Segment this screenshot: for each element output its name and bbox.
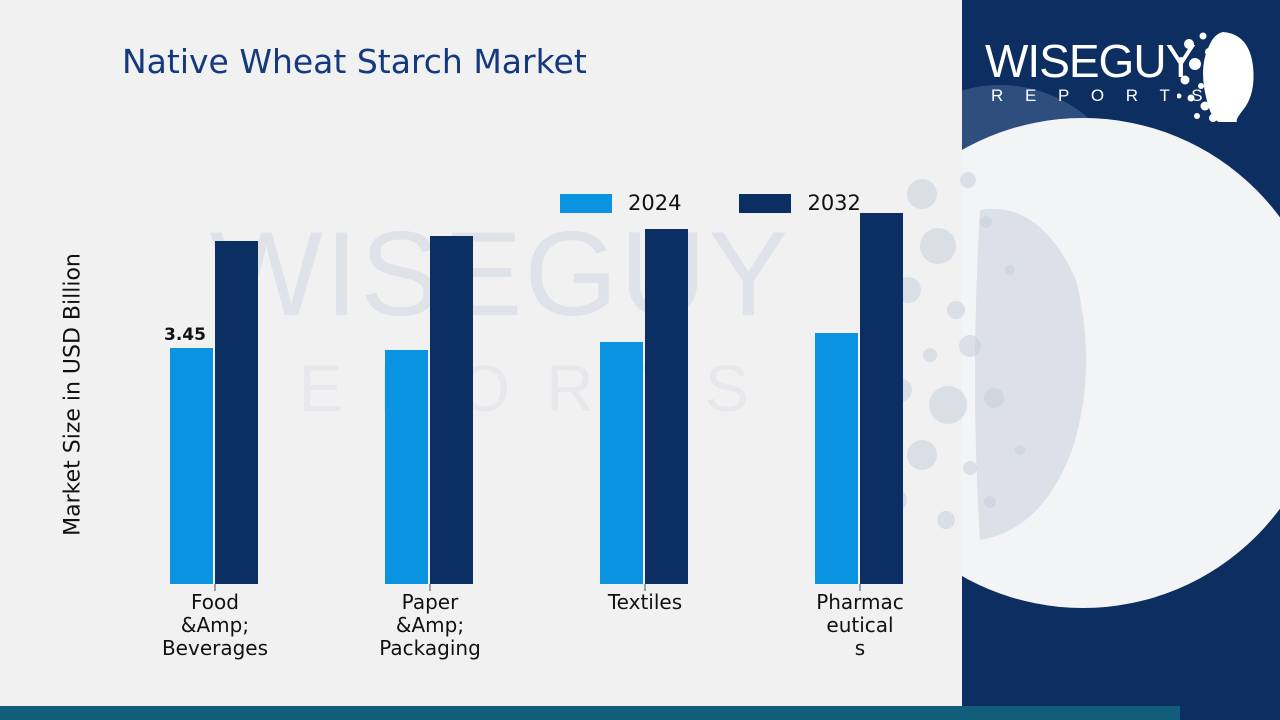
bar-2032-1 [430,235,473,584]
legend-label-2024: 2024 [628,191,682,215]
category-label-line: Textiles [607,590,683,614]
x-axis-baseline [112,584,942,585]
footer-accent-bar [0,706,1180,720]
background-mask [0,0,962,720]
bar-2032-3 [860,212,903,584]
bar-2024-3 [815,333,858,584]
legend-item-2024: 2024 [560,193,681,214]
footer-panel-bar [1180,706,1280,720]
x-axis-category-label: Food &Amp; Beverages [150,591,280,660]
category-label-line: eutical [826,613,894,637]
category-label-line: s [854,636,866,660]
x-axis-tick [644,584,646,591]
legend-swatch-2024 [560,194,612,213]
legend-swatch-2032 [739,194,792,213]
logo-primary-text: WISEGUY [985,35,1196,87]
brand-logo: WISEGUY R E P O R T S [985,32,1255,122]
bar-value-label: 3.45 [164,324,206,345]
bar-2024-0 [170,347,213,584]
category-label-line: Food [191,590,239,614]
x-axis-category-label: Pharmac eutical s [795,591,925,660]
legend-item-2032: 2032 [739,191,861,215]
page-title: Native Wheat Starch Market [122,42,587,81]
x-axis-tick [859,584,861,591]
bar-2032-2 [645,228,688,584]
x-axis-tick [214,584,216,591]
x-axis-tick [429,584,431,591]
x-axis-category-label: Textiles [580,591,710,614]
category-label-line: &Amp; [180,613,250,637]
category-label-line: Beverages [161,636,269,660]
bar-2024-2 [600,342,643,584]
category-label-line: Pharmac [816,590,904,614]
category-label-line: Packaging [379,636,481,660]
plot-area: 3.45 Food &Amp; Beverages Paper &Amp; Packagin… [112,212,942,660]
bar-2024-1 [385,349,428,584]
bar-2032-0 [215,241,258,584]
chart-legend: 2024 2032 [560,193,861,214]
category-label-line: Paper [401,590,459,614]
logo-head-icon [1177,32,1254,122]
x-axis-category-label: Paper &Amp; Packaging [365,591,495,660]
logo-secondary-text: R E P O R T S [991,86,1212,105]
category-label-line: &Amp; [395,613,465,637]
legend-label-2032: 2032 [807,191,861,215]
